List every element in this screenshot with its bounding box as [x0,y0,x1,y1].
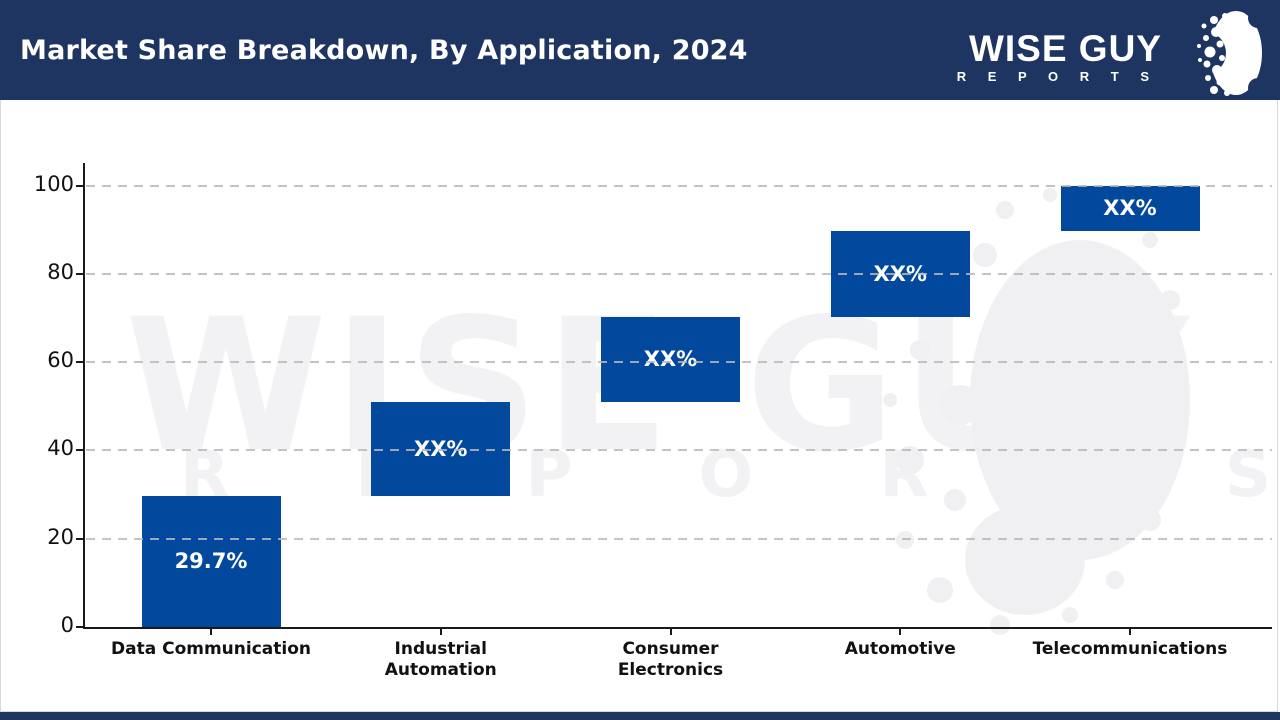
wiseguy-face-logo-icon [1182,8,1262,98]
y-tick-mark [76,626,84,628]
bar-2: XX% [601,316,740,402]
page-title: Market Share Breakdown, By Application, … [20,34,748,66]
y-axis-line [83,163,85,629]
logo-subtitle: R E P O R T S [956,69,1158,84]
y-tick-label: 20 [47,524,74,549]
bar-value-label: XX% [1103,196,1157,221]
y-tick-mark [76,272,84,275]
y-tick-mark [76,537,84,540]
y-tick-label: 100 [33,171,74,196]
gridline-100 [86,184,1272,187]
bar-0: 29.7% [141,495,281,627]
x-category-label: Data Communication [111,639,311,659]
x-tick-mark [439,628,442,635]
x-category-label: Consumer Electronics [617,639,724,680]
y-tick-label: 40 [47,436,74,461]
bar-value-label: XX% [643,347,698,372]
y-tick-label: 80 [47,259,74,284]
gridline-20 [86,537,1272,540]
gridline-40 [86,449,1272,452]
y-tick-mark [76,184,84,187]
bar-1: XX% [371,401,511,496]
bar-value-label: XX% [414,436,468,461]
x-tick-mark [1129,628,1131,635]
header-bar: Market Share Breakdown, By Application, … [0,0,1280,100]
y-tick-label: 60 [47,348,74,373]
x-tick-mark [210,628,212,635]
bar-4: XX% [1060,185,1200,232]
watermark-face-icon [883,188,1190,635]
gridline-80 [86,272,1272,275]
y-tick-mark [76,361,84,364]
x-category-label: Automotive [844,639,956,659]
wiseguy-logo: WISE GUY R E P O R T S [957,6,1262,98]
x-axis-line [83,627,1272,629]
y-tick-mark [76,449,84,452]
footer-bar [0,712,1280,720]
x-tick-mark [669,628,672,635]
x-category-label: Industrial Automation [384,639,497,680]
x-category-label: Telecommunications [1032,639,1228,659]
x-tick-mark [899,628,902,635]
y-tick-label: 0 [60,613,74,637]
logo-wordmark: WISE GUY [968,28,1162,69]
gridline-60 [86,361,1272,364]
bar-value-label: 29.7% [174,549,248,574]
